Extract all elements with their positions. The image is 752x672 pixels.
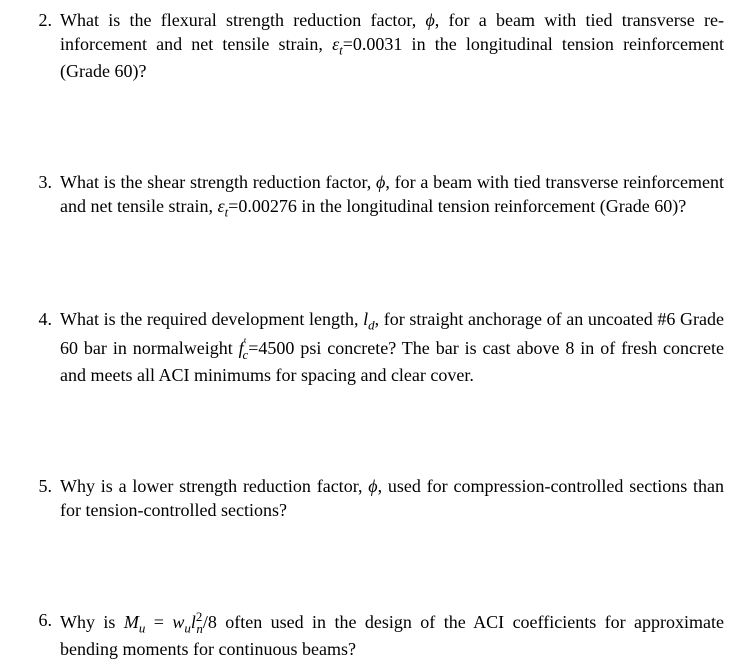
equals: = [145, 612, 172, 632]
question-number: 6. [28, 608, 52, 661]
question-number: 5. [28, 474, 52, 523]
question-text: Why is Mu = wul2n/8 often used in the de… [60, 608, 724, 661]
phi-symbol: ϕ [376, 172, 385, 192]
question-text: Why is a lower strength reduction factor… [60, 474, 724, 523]
epsilon-symbol: ε [217, 196, 224, 216]
question-number: 3. [28, 170, 52, 221]
w-symbol: w [172, 612, 184, 632]
question-6: 6. Why is Mu = wul2n/8 often used in the… [28, 608, 724, 661]
question-text: What is the shear strength reduction fac… [60, 170, 724, 221]
M-symbol: M [124, 612, 139, 632]
question-3: 3. What is the shear strength reduction … [28, 170, 724, 221]
text: Why is [60, 612, 124, 632]
question-number: 4. [28, 307, 52, 387]
question-number: 2. [28, 8, 52, 84]
question-text: What is the flexural strength reduction … [60, 8, 724, 84]
phi-symbol: ϕ [425, 10, 434, 30]
text: What is the shear strength reduction fac… [60, 172, 376, 192]
question-2: 2. What is the flexural strength reducti… [28, 8, 724, 84]
text: What is the required development length, [60, 309, 363, 329]
text: What is the flexural strength reduction … [60, 10, 425, 30]
text: =0.00276 in the longitudinal tension rei… [228, 196, 686, 216]
question-text: What is the required development length,… [60, 307, 724, 387]
question-5: 5. Why is a lower strength reduction fac… [28, 474, 724, 523]
question-4: 4. What is the required development leng… [28, 307, 724, 387]
phi-symbol: ϕ [368, 476, 377, 496]
text: Why is a lower strength reduction factor… [60, 476, 368, 496]
